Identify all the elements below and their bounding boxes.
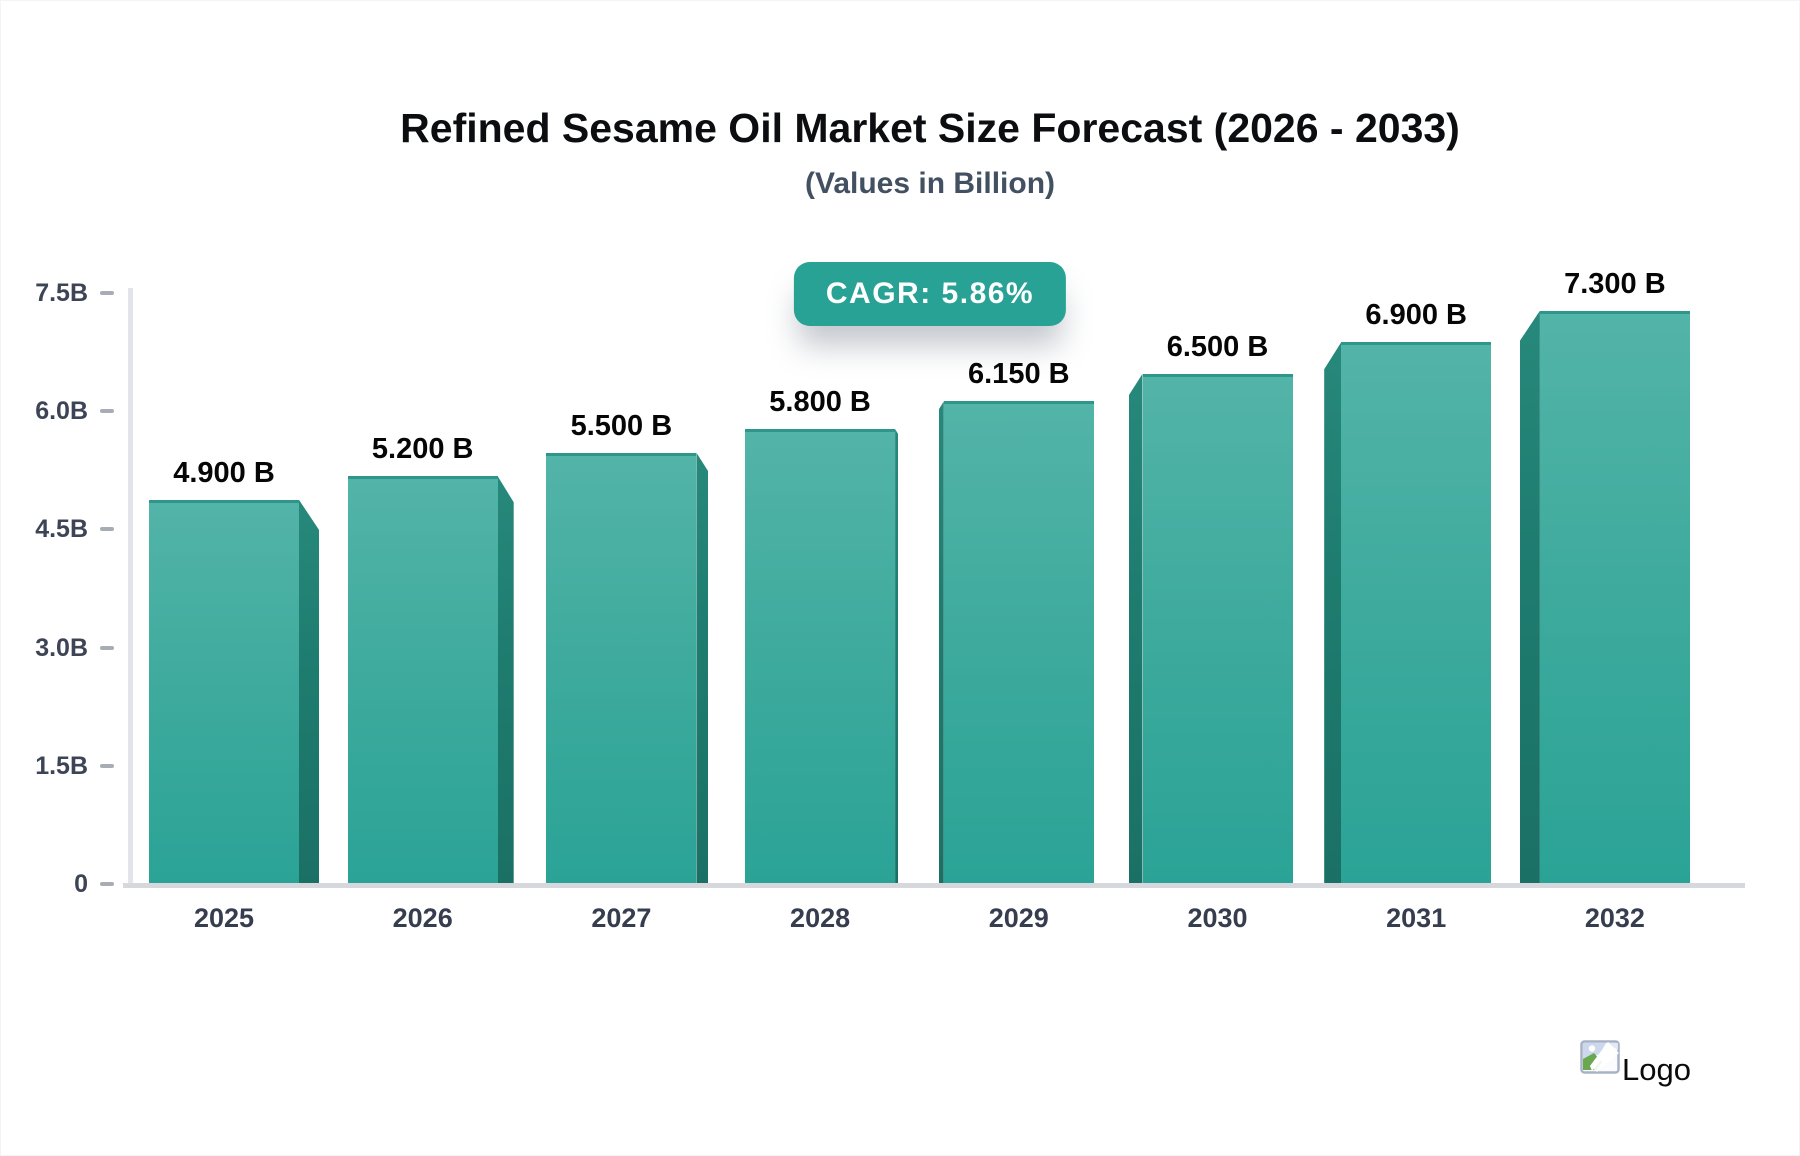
broken-image-icon xyxy=(1580,1040,1620,1074)
logo-alt-text: Logo xyxy=(1622,1052,1691,1087)
cagr-badge: CAGR: 5.86% xyxy=(793,262,1067,326)
y-axis-tick-mark xyxy=(100,645,114,650)
y-axis-line xyxy=(128,288,133,886)
x-axis-category-label: 2027 xyxy=(591,903,652,933)
x-axis-category-label: 2032 xyxy=(1584,903,1645,933)
x-axis-category-label: 2030 xyxy=(1187,903,1248,933)
x-axis-category-label: 2031 xyxy=(1386,903,1447,933)
chart-subtitle: (Values in Billion) xyxy=(804,167,1056,200)
y-axis-tick-mark xyxy=(100,291,114,295)
bar-2032 xyxy=(1539,310,1690,886)
y-axis-tick-label: 7.5B xyxy=(35,279,88,307)
bar-value-label: 7.300 B xyxy=(1564,267,1666,300)
y-axis-tick-label: 4.5B xyxy=(35,515,88,544)
y-axis-tick-label: 6.0B xyxy=(35,397,88,426)
x-axis-category-label: 2029 xyxy=(988,903,1049,933)
bar-3d-side xyxy=(299,499,319,886)
y-axis-tick-label: 1.5B xyxy=(35,751,88,780)
y-axis-tick-mark xyxy=(100,527,114,532)
bar-3d-side xyxy=(696,452,709,886)
y-axis-tick-mark xyxy=(100,763,114,768)
bar-2027 xyxy=(546,452,697,886)
bar-2028 xyxy=(745,428,896,886)
bar-2025 xyxy=(149,499,299,886)
x-axis-category-label: 2025 xyxy=(193,903,255,933)
bar-value-label: 5.200 B xyxy=(371,433,474,466)
y-axis-tick-label: 3.0B xyxy=(35,633,88,662)
bar-value-label: 6.500 B xyxy=(1166,330,1269,363)
bar-3d-side xyxy=(895,428,899,886)
bar-value-label: 5.500 B xyxy=(570,409,673,442)
bar-value-label: 5.800 B xyxy=(769,385,871,418)
bar-3d-side xyxy=(938,401,944,886)
bar-3d-side xyxy=(1324,342,1342,886)
y-axis-tick-mark xyxy=(100,882,114,886)
bar-3d-side xyxy=(1519,310,1540,886)
y-axis-tick-mark xyxy=(100,409,114,414)
y-axis-tick-label: 0 xyxy=(74,870,88,898)
x-axis-category-label: 2028 xyxy=(790,903,851,933)
chart-title: Refined Sesame Oil Market Size Forecast … xyxy=(400,105,1460,151)
bar-value-label: 6.150 B xyxy=(968,358,1070,391)
bar-2030 xyxy=(1142,373,1293,886)
bar-3d-side xyxy=(497,476,514,886)
logo: Logo xyxy=(1580,1040,1691,1088)
bar-2029 xyxy=(943,401,1094,886)
x-axis-category-label: 2026 xyxy=(392,903,453,933)
bar-2026 xyxy=(347,476,498,886)
bar-2031 xyxy=(1341,342,1492,886)
bar-value-label: 6.900 B xyxy=(1365,299,1467,332)
bar-3d-side xyxy=(1128,373,1143,886)
bar-value-label: 4.900 B xyxy=(173,456,275,489)
x-axis-line xyxy=(123,883,1745,888)
